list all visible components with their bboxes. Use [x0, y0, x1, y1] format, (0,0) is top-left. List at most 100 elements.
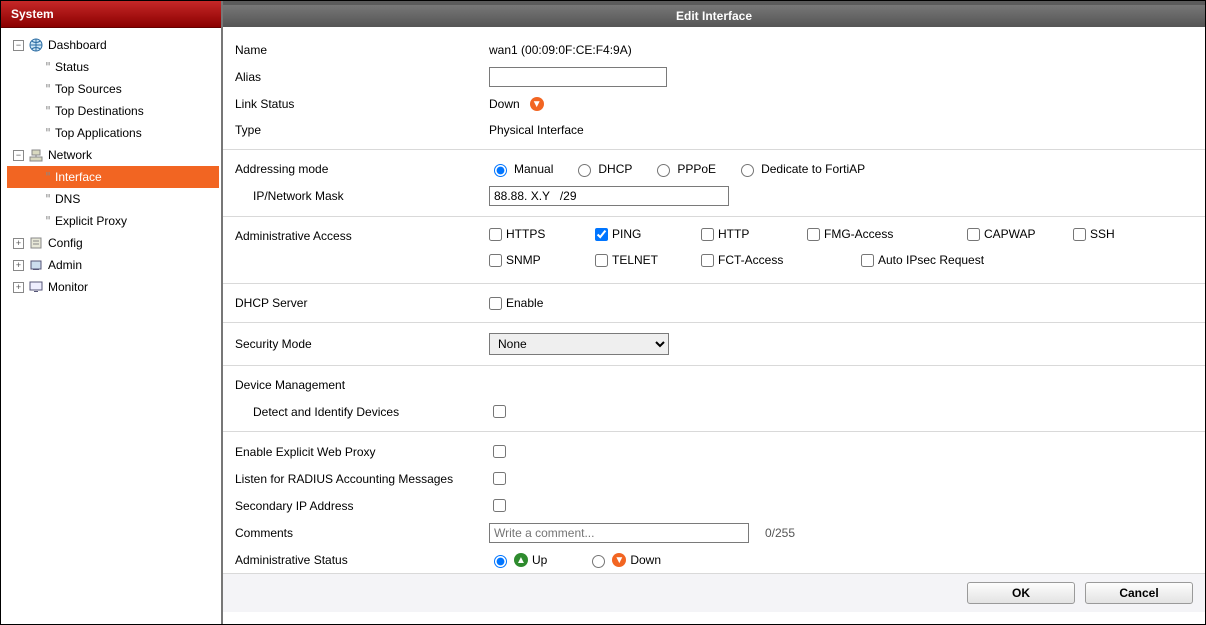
- tree-item-interface[interactable]: "Interface: [7, 166, 219, 188]
- tree-item-top-applications[interactable]: "Top Applications: [7, 122, 219, 144]
- form-area: Name wan1 (00:09:0F:CE:F4:9A) Alias Link…: [223, 27, 1205, 624]
- tree-item-top-destinations[interactable]: "Top Destinations: [7, 100, 219, 122]
- admin-access-auto-ipsec-request[interactable]: Auto IPsec Request: [861, 253, 1011, 267]
- checkbox-label: HTTP: [718, 227, 749, 241]
- network-icon: [28, 147, 44, 163]
- secondary-ip-checkbox[interactable]: [493, 499, 506, 512]
- radio-label: Up: [532, 553, 547, 567]
- radius-label: Listen for RADIUS Accounting Messages: [235, 472, 489, 486]
- tree-label: Config: [48, 236, 83, 250]
- ok-button[interactable]: OK: [967, 582, 1075, 604]
- tree-item-admin[interactable]: + Admin: [7, 254, 219, 276]
- checkbox[interactable]: [807, 228, 820, 241]
- tree-item-network[interactable]: −Network: [7, 144, 219, 166]
- comments-label: Comments: [235, 526, 489, 540]
- checkbox-label: SSH: [1090, 227, 1115, 241]
- tree-item-monitor[interactable]: +Monitor: [7, 276, 219, 298]
- nav-tree: −Dashboard"Status"Top Sources"Top Destin…: [1, 28, 221, 304]
- type-label: Type: [235, 123, 489, 137]
- radio[interactable]: [578, 164, 591, 177]
- checkbox[interactable]: [861, 254, 874, 267]
- admin-access-telnet[interactable]: TELNET: [595, 253, 691, 267]
- radius-checkbox[interactable]: [493, 472, 506, 485]
- radio-label: Down: [630, 553, 661, 567]
- toggle-icon[interactable]: +: [13, 238, 24, 249]
- tree-item-top-sources[interactable]: "Top Sources: [7, 78, 219, 100]
- tree-item-dns[interactable]: "DNS: [7, 188, 219, 210]
- admin-access-group: HTTPS PING HTTP FMG-Access CAPWAP SSH SNMP TELN…: [489, 227, 1193, 273]
- tree-label: Top Applications: [55, 126, 142, 140]
- admin-status-label: Administrative Status: [235, 553, 489, 567]
- checkbox-label: TELNET: [612, 253, 658, 267]
- tree-label: DNS: [55, 192, 80, 206]
- checkbox[interactable]: [595, 228, 608, 241]
- comments-input[interactable]: [489, 523, 749, 543]
- admin-access-snmp[interactable]: SNMP: [489, 253, 585, 267]
- checkbox[interactable]: [701, 228, 714, 241]
- tree-label: Top Destinations: [55, 104, 144, 118]
- admin-status-up[interactable]: ▲ Up: [489, 552, 547, 568]
- admin-access-ping[interactable]: PING: [595, 227, 691, 241]
- tree-item-config[interactable]: + Config: [7, 232, 219, 254]
- toggle-icon[interactable]: −: [13, 40, 24, 51]
- radio[interactable]: [494, 555, 507, 568]
- secondary-ip-label: Secondary IP Address: [235, 499, 489, 513]
- main-panel: Edit Interface Name wan1 (00:09:0F:CE:F4…: [223, 1, 1205, 624]
- checkbox[interactable]: [489, 228, 502, 241]
- status-up-icon: ▲: [514, 553, 528, 567]
- tree-item-status[interactable]: "Status: [7, 56, 219, 78]
- checkbox-label: HTTPS: [506, 227, 545, 241]
- addressing-mode-group: Manual DHCP PPPoE Dedicate to FortiAP: [489, 161, 1193, 177]
- radio[interactable]: [592, 555, 605, 568]
- tree-item-explicit-proxy[interactable]: "Explicit Proxy: [7, 210, 219, 232]
- addressing-mode-pppoe[interactable]: PPPoE: [652, 161, 716, 177]
- page-title: Edit Interface: [223, 1, 1205, 27]
- admin-status-down[interactable]: ▼ Down: [587, 552, 661, 568]
- dhcp-enable-label: Enable: [506, 296, 543, 310]
- security-mode-select[interactable]: None: [489, 333, 669, 355]
- cancel-button[interactable]: Cancel: [1085, 582, 1193, 604]
- sidebar-title: System: [1, 1, 221, 28]
- dhcp-enable-option[interactable]: Enable: [489, 296, 543, 310]
- admin-access-fmg-access[interactable]: FMG-Access: [807, 227, 957, 241]
- dhcp-enable-checkbox[interactable]: [489, 297, 502, 310]
- checkbox[interactable]: [1073, 228, 1086, 241]
- sidebar: System −Dashboard"Status"Top Sources"Top…: [1, 1, 223, 624]
- addressing-mode-dhcp[interactable]: DHCP: [573, 161, 632, 177]
- radio[interactable]: [741, 164, 754, 177]
- link-down-icon: ▼: [530, 97, 544, 111]
- bullet-icon: ": [43, 192, 53, 206]
- tree-label: Dashboard: [48, 38, 107, 52]
- addressing-mode-manual[interactable]: Manual: [489, 161, 553, 177]
- addressing-mode-dedicate-to-fortiap[interactable]: Dedicate to FortiAP: [736, 161, 865, 177]
- comments-counter: 0/255: [765, 526, 795, 540]
- detect-checkbox[interactable]: [493, 405, 506, 418]
- tree-item-dashboard[interactable]: − Dashboard: [7, 34, 219, 56]
- dhcp-server-label: DHCP Server: [235, 296, 489, 310]
- ip-input[interactable]: [489, 186, 729, 206]
- alias-input[interactable]: [489, 67, 667, 87]
- radio-label: Manual: [514, 162, 553, 176]
- radio[interactable]: [494, 164, 507, 177]
- admin-access-capwap[interactable]: CAPWAP: [967, 227, 1063, 241]
- link-status-value: Down: [489, 97, 520, 111]
- checkbox[interactable]: [489, 254, 502, 267]
- tree-label: Admin: [48, 258, 82, 272]
- checkbox[interactable]: [701, 254, 714, 267]
- checkbox[interactable]: [595, 254, 608, 267]
- admin-access-http[interactable]: HTTP: [701, 227, 797, 241]
- checkbox-label: PING: [612, 227, 641, 241]
- toggle-icon[interactable]: +: [13, 282, 24, 293]
- admin-access-ssh[interactable]: SSH: [1073, 227, 1169, 241]
- checkbox[interactable]: [967, 228, 980, 241]
- toggle-icon[interactable]: +: [13, 260, 24, 271]
- monitor-icon: [28, 279, 44, 295]
- addressing-mode-label: Addressing mode: [235, 162, 489, 176]
- admin-access-https[interactable]: HTTPS: [489, 227, 585, 241]
- toggle-icon[interactable]: −: [13, 150, 24, 161]
- explicit-proxy-checkbox[interactable]: [493, 445, 506, 458]
- checkbox-label: SNMP: [506, 253, 541, 267]
- radio[interactable]: [657, 164, 670, 177]
- name-label: Name: [235, 43, 489, 57]
- admin-access-fct-access[interactable]: FCT-Access: [701, 253, 851, 267]
